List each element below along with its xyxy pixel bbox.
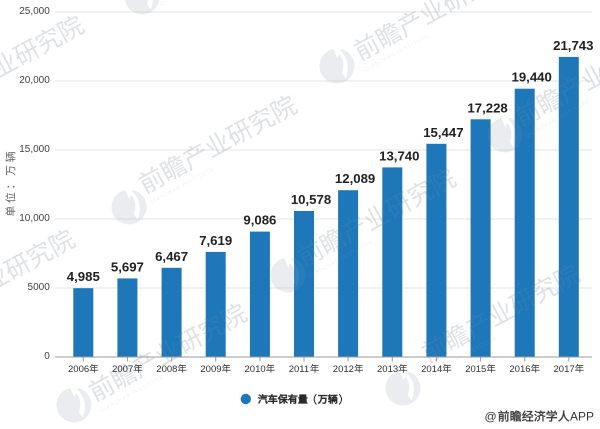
svg-text:2013: 2013 [377,364,398,375]
svg-text:10,000: 10,000 [19,213,50,224]
svg-text:2008: 2008 [156,364,177,375]
svg-text:15,447: 15,447 [423,125,463,140]
svg-text:2006: 2006 [68,364,89,375]
svg-text:9,086: 9,086 [243,213,276,228]
svg-text:5,697: 5,697 [111,259,144,274]
svg-text:2007: 2007 [112,364,133,375]
svg-text:6,467: 6,467 [155,249,188,264]
svg-text:2012: 2012 [333,364,354,375]
svg-text:APP: APP [570,410,594,424]
svg-text:2011: 2011 [289,364,309,375]
svg-text:2017: 2017 [554,364,575,375]
svg-text:4,985: 4,985 [67,269,100,284]
svg-text:@: @ [485,410,497,424]
svg-text:15,000: 15,000 [19,144,50,155]
svg-text:2010: 2010 [245,364,266,375]
svg-text:2016: 2016 [509,364,530,375]
svg-text:12,089: 12,089 [335,171,375,186]
svg-text:21,743: 21,743 [553,38,593,53]
svg-text:25,000: 25,000 [19,6,50,17]
svg-text:20,000: 20,000 [19,75,50,86]
svg-text:2014: 2014 [421,364,442,375]
svg-text:2015: 2015 [465,364,486,375]
svg-text:13,740: 13,740 [379,148,419,163]
svg-text:17,228: 17,228 [467,100,507,115]
svg-text:2009: 2009 [200,364,221,375]
svg-text:19,440: 19,440 [512,70,552,85]
svg-text:10,578: 10,578 [291,192,331,207]
svg-text:0: 0 [44,351,50,362]
svg-text:5000: 5000 [28,282,51,293]
svg-text:7,619: 7,619 [199,233,232,248]
